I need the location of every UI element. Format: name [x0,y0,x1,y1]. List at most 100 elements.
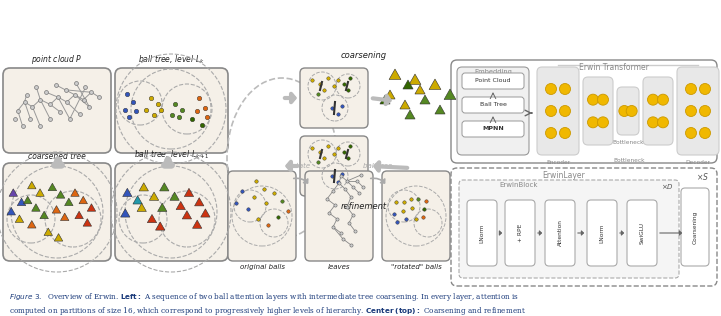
Polygon shape [176,201,185,210]
FancyBboxPatch shape [462,73,524,89]
FancyBboxPatch shape [300,68,368,128]
Circle shape [647,94,658,105]
Text: Ball Tree: Ball Tree [479,102,506,107]
FancyBboxPatch shape [617,87,639,135]
Polygon shape [7,208,15,215]
Polygon shape [54,234,63,241]
Text: point cloud $P$: point cloud $P$ [31,53,83,66]
Text: LNorm: LNorm [479,223,485,243]
FancyBboxPatch shape [457,67,529,155]
FancyBboxPatch shape [467,200,497,266]
FancyBboxPatch shape [3,163,111,261]
Text: ErwinBlock: ErwinBlock [500,182,539,188]
Polygon shape [182,211,192,219]
Text: refinement: refinement [341,202,387,211]
Polygon shape [24,196,32,204]
Text: coarsening: coarsening [341,51,387,60]
Polygon shape [52,206,61,213]
Text: ErwinLayer: ErwinLayer [543,171,585,180]
FancyBboxPatch shape [3,68,111,153]
Circle shape [686,83,696,94]
Polygon shape [149,192,159,200]
FancyBboxPatch shape [643,77,673,145]
Polygon shape [147,215,156,223]
Text: "rotated" balls: "rotated" balls [391,264,441,270]
Polygon shape [87,204,96,211]
Text: leaves: leaves [328,264,350,270]
Polygon shape [137,203,146,211]
FancyBboxPatch shape [228,171,296,261]
Circle shape [699,127,710,138]
Circle shape [559,127,570,138]
Polygon shape [27,221,36,228]
Text: LNorm: LNorm [599,223,604,243]
Text: SwiGLU: SwiGLU [640,222,645,244]
Text: Decoder: Decoder [686,160,710,165]
Polygon shape [159,183,169,191]
Polygon shape [385,90,395,99]
Polygon shape [83,219,92,226]
Polygon shape [435,105,445,114]
Circle shape [559,83,570,94]
FancyBboxPatch shape [305,171,373,261]
Polygon shape [27,181,36,189]
Polygon shape [17,198,26,206]
Circle shape [699,83,710,94]
Polygon shape [380,95,390,104]
Circle shape [647,117,658,128]
FancyBboxPatch shape [459,180,679,278]
Text: $\times S$: $\times S$ [696,171,709,182]
Polygon shape [36,189,44,196]
Text: $\it{Figure\ 3.}$  Overview of Erwin. $\bf{Left:}$ A sequence of two ball attent: $\it{Figure\ 3.}$ Overview of Erwin. $\b… [9,291,526,316]
Circle shape [546,106,557,117]
Circle shape [598,94,609,105]
Polygon shape [133,196,142,204]
Text: rotate: rotate [290,163,311,169]
Polygon shape [61,213,69,221]
Polygon shape [79,196,87,204]
Polygon shape [403,80,413,89]
Polygon shape [48,183,57,191]
FancyBboxPatch shape [115,163,228,261]
Text: Point Cloud: Point Cloud [475,78,510,83]
Circle shape [588,94,598,105]
Text: Encoder: Encoder [546,160,570,165]
Text: ball tree, level $L_k$: ball tree, level $L_k$ [138,53,205,66]
Text: Bottleneck: Bottleneck [614,158,645,163]
FancyBboxPatch shape [382,171,450,261]
Polygon shape [139,183,149,191]
Text: Bottleneck: Bottleneck [612,140,644,145]
Polygon shape [40,211,48,219]
Circle shape [619,106,630,117]
Circle shape [546,83,557,94]
FancyBboxPatch shape [537,67,579,155]
Polygon shape [158,203,167,211]
FancyBboxPatch shape [462,121,524,137]
FancyBboxPatch shape [587,200,617,266]
Circle shape [686,106,696,117]
Polygon shape [170,192,180,200]
Polygon shape [9,189,17,196]
Polygon shape [65,198,73,206]
Polygon shape [200,209,210,217]
Text: Erwin Transformer: Erwin Transformer [579,63,649,72]
Polygon shape [44,228,53,235]
Polygon shape [444,89,456,100]
Polygon shape [75,211,84,219]
FancyBboxPatch shape [451,60,717,163]
Polygon shape [195,198,204,206]
FancyBboxPatch shape [627,200,657,266]
Circle shape [546,127,557,138]
Circle shape [658,94,668,105]
FancyBboxPatch shape [583,77,613,145]
FancyBboxPatch shape [505,200,535,266]
Polygon shape [405,110,415,119]
Circle shape [588,117,598,128]
Polygon shape [56,191,65,198]
FancyBboxPatch shape [300,136,368,196]
Text: MPNN: MPNN [482,126,504,131]
Polygon shape [193,220,202,228]
Polygon shape [415,85,425,94]
Polygon shape [32,204,40,211]
Circle shape [598,117,609,128]
